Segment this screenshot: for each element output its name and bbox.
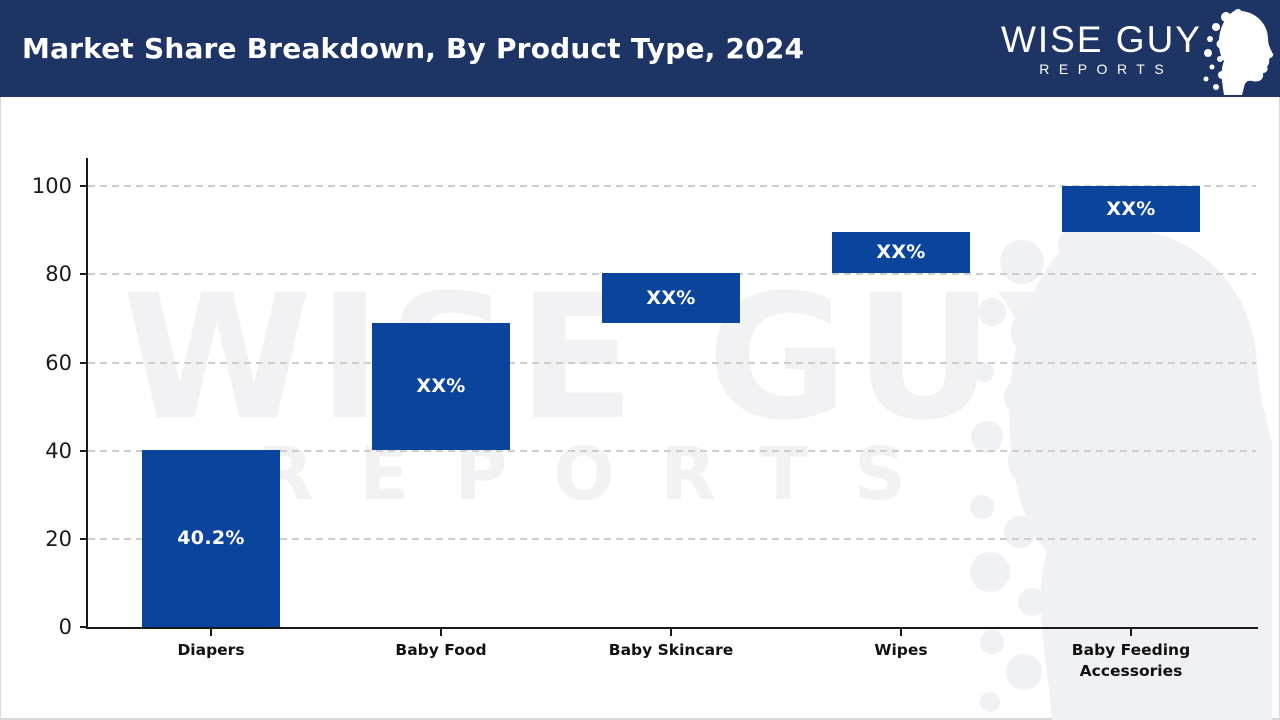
y-tick <box>80 361 88 364</box>
y-tick-label: 0 <box>58 615 72 639</box>
x-label-wipes: Wipes <box>874 641 928 659</box>
logo-subtitle: REPORTS <box>1039 60 1174 77</box>
y-tick <box>80 537 88 540</box>
x-label-baby-feeding-accessories: Baby Feeding Accessories <box>1071 641 1191 680</box>
gridline <box>88 361 1256 364</box>
bar-value-label: XX% <box>646 287 696 309</box>
x-label-diapers: Diapers <box>177 641 245 659</box>
logo-head-icon <box>1203 8 1274 95</box>
bar-baby-food: XX% <box>372 322 510 450</box>
bar-value-label: XX% <box>876 241 926 264</box>
y-tick <box>80 185 88 188</box>
x-tick <box>440 629 442 636</box>
x-tick <box>670 629 672 636</box>
x-label-baby-food: Baby Food <box>395 641 487 659</box>
x-axis-spine <box>86 627 1258 629</box>
y-axis-spine <box>86 158 88 629</box>
bar-wipes: XX% <box>832 231 970 274</box>
bar-value-label: 40.2% <box>177 527 245 550</box>
x-tick <box>900 629 902 636</box>
gridline <box>88 449 1256 452</box>
header-band: Market Share Breakdown, By Product Type,… <box>0 0 1280 97</box>
bar-value-label: XX% <box>1106 197 1156 220</box>
bar-baby-skincare: XX% <box>602 273 740 323</box>
wise-guy-reports-logo: WISE GUY REPORTS <box>1001 2 1274 95</box>
logo-wordmark: WISE GUY <box>1000 19 1202 61</box>
y-tick <box>80 273 88 276</box>
watermark-head-icon <box>970 228 1272 720</box>
page-title: Market Share Breakdown, By Product Type,… <box>22 32 805 65</box>
bar-value-label: XX% <box>416 375 466 398</box>
y-tick <box>80 626 88 628</box>
y-tick-label: 80 <box>45 262 72 287</box>
x-tick <box>210 629 212 636</box>
x-tick <box>1130 629 1132 636</box>
logo-text: WISE GUY REPORTS <box>1000 19 1202 77</box>
y-tick-label: 100 <box>31 174 72 199</box>
plot-area: 0 20 40 60 80 100 40.2% Diapers XX% Baby Food XX% B… <box>0 97 1280 720</box>
y-tick <box>80 449 88 452</box>
gridline <box>88 185 1256 188</box>
y-tick-label: 60 <box>45 350 72 375</box>
bar-baby-feeding-accessories: XX% <box>1062 186 1200 232</box>
gridline <box>88 537 1256 540</box>
x-label-baby-skincare: Baby Skincare <box>608 641 734 659</box>
bar-diapers: 40.2% <box>142 449 280 627</box>
y-tick-label: 40 <box>45 438 72 463</box>
y-tick-label: 20 <box>45 526 72 551</box>
